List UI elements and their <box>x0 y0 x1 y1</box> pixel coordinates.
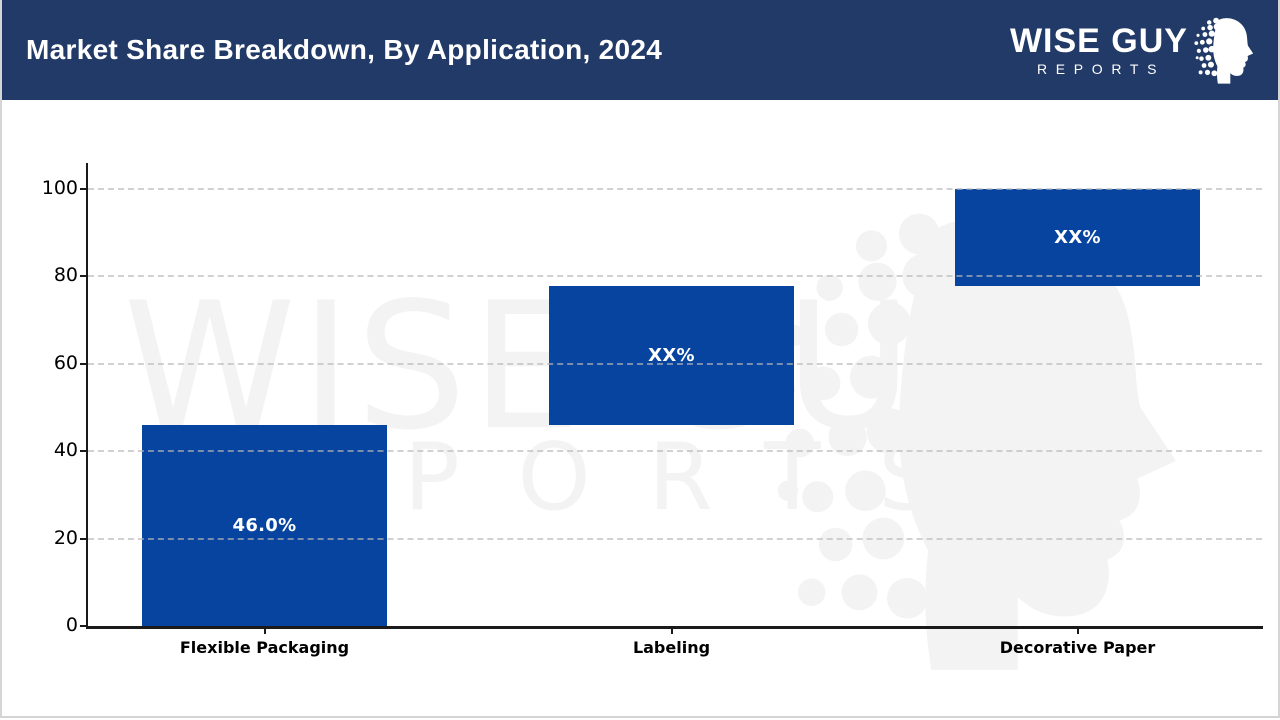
wiseguy-logo-text: WISE GUY REPORTS <box>1010 24 1188 76</box>
x-tick-label-labeling: Labeling <box>632 638 711 657</box>
y-tick-label-40: 40 <box>53 439 78 462</box>
bar-flexible-packaging: 46.0% <box>142 424 387 626</box>
y-tick-mark-0 <box>80 625 88 627</box>
y-tick-mark-60 <box>80 362 88 365</box>
wiseguy-logo: WISE GUY REPORTS <box>1010 15 1254 85</box>
x-tick-mark-flexible-packaging <box>263 627 266 634</box>
x-tick-label-flexible-packaging: Flexible Packaging <box>179 638 350 657</box>
bar-value-label-flexible-packaging: 46.0% <box>232 514 297 536</box>
y-tick-label-60: 60 <box>53 351 78 374</box>
y-tick-label-0: 0 <box>65 614 78 636</box>
logo-wordmark: WISE GUY <box>1009 22 1188 60</box>
x-tick-mark-labeling <box>670 627 673 634</box>
y-axis-spine <box>86 163 88 629</box>
wiseguy-face-icon <box>1192 15 1254 85</box>
report-header: Market Share Breakdown, By Application, … <box>0 0 1280 100</box>
y-tick-label-100: 100 <box>41 177 78 199</box>
y-tick-label-80: 80 <box>53 264 78 287</box>
bar-value-label-decorative-paper: XX% <box>1054 227 1101 248</box>
chart-title: Market Share Breakdown, By Application, … <box>26 34 663 65</box>
y-tick-label-20: 20 <box>53 526 78 549</box>
bar-labeling: XX% <box>549 286 794 425</box>
y-tick-mark-100 <box>80 188 88 190</box>
y-tick-mark-20 <box>80 537 88 540</box>
bar-value-label-labeling: XX% <box>648 344 695 366</box>
bar-decorative-paper: XX% <box>955 189 1200 286</box>
x-tick-label-decorative-paper: Decorative Paper <box>999 638 1156 657</box>
logo-subtitle: REPORTS <box>1036 61 1166 77</box>
y-tick-mark-40 <box>80 450 88 453</box>
x-axis-spine <box>86 626 1263 629</box>
y-tick-mark-80 <box>80 275 88 278</box>
chart-plot-area: WISE GUY REPORTS 0 20 40 60 80 100 46.0% XX% XX%… <box>0 100 1280 720</box>
